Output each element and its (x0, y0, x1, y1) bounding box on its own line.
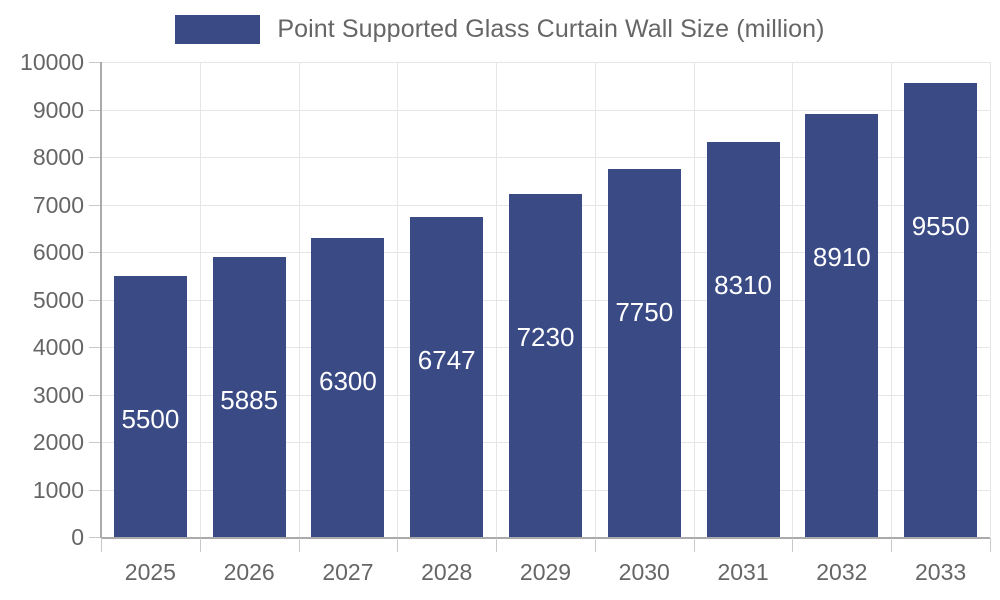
bar[interactable] (706, 142, 780, 537)
x-tick-label: 2032 (816, 559, 868, 585)
gridline-vertical (397, 62, 398, 537)
y-tick-label: 6000 (32, 239, 84, 265)
y-tick-mark (89, 157, 101, 158)
gridline-horizontal (101, 109, 990, 111)
y-tick-label: 8000 (32, 144, 84, 170)
x-tick-label: 2031 (717, 559, 769, 585)
x-tick-label: 2026 (223, 559, 275, 585)
y-tick-label: 2000 (32, 429, 84, 455)
y-tick-mark (89, 62, 101, 63)
gridline-vertical (694, 62, 695, 537)
y-tick-mark (89, 394, 101, 396)
y-tick-label: 5000 (32, 286, 84, 313)
y-tick-label: 7000 (32, 191, 84, 218)
y-tick-label: 4000 (32, 334, 84, 360)
bar[interactable] (904, 83, 978, 537)
gridline-vertical (299, 62, 300, 537)
gridline-vertical (792, 62, 793, 537)
y-tick-mark (89, 489, 101, 491)
chart-legend: Point Supported Glass Curtain Wall Size … (0, 0, 1000, 58)
x-tick-label: 2028 (421, 559, 473, 585)
x-tick-mark (299, 538, 300, 552)
y-tick-mark (89, 299, 101, 301)
x-tick-label: 2027 (322, 559, 374, 585)
y-tick-label: 0 (71, 524, 84, 550)
x-tick-label: 2030 (618, 559, 670, 585)
x-tick-label: 2029 (519, 559, 572, 585)
x-tick-mark (792, 538, 793, 552)
x-tick-label: 2025 (124, 559, 176, 585)
y-tick-mark (89, 537, 101, 538)
y-tick-label: 3000 (32, 381, 84, 408)
y-tick-label: 10000 (20, 49, 84, 75)
legend-color-swatch[interactable] (175, 14, 261, 44)
bar[interactable] (805, 113, 879, 537)
y-tick-mark (89, 109, 101, 111)
x-tick-mark (397, 538, 398, 552)
x-tick-mark (694, 538, 695, 552)
y-tick-label: 9000 (32, 96, 84, 123)
x-tick-mark (496, 538, 497, 552)
gridline-vertical (990, 62, 991, 537)
x-tick-mark (200, 538, 201, 552)
plot-area: 5500 5885 6300 6747 7230 7750 8310 8910 9550 (101, 62, 991, 538)
bar[interactable] (212, 257, 286, 537)
y-axis-line (100, 62, 102, 538)
x-tick-mark (595, 538, 596, 552)
gridline-horizontal (101, 157, 990, 158)
bar[interactable] (311, 237, 385, 537)
bar[interactable] (410, 216, 484, 537)
x-tick-label: 2033 (915, 559, 967, 585)
y-tick-mark (89, 347, 101, 348)
bar[interactable] (113, 275, 187, 537)
x-tick-mark (101, 538, 102, 552)
bar[interactable] (509, 193, 582, 537)
y-tick-mark (89, 204, 101, 206)
y-tick-mark (89, 442, 101, 443)
x-axis-line (101, 537, 990, 539)
gridline-vertical (595, 62, 596, 537)
bar[interactable] (607, 168, 681, 537)
y-tick-mark (89, 252, 101, 253)
gridline-vertical (200, 62, 201, 537)
gridline-vertical (496, 62, 497, 537)
x-tick-mark (891, 538, 892, 552)
legend-label[interactable]: Point Supported Glass Curtain Wall Size … (277, 14, 825, 43)
gridline-vertical (891, 62, 892, 537)
y-tick-label: 1000 (32, 476, 84, 503)
gridline-horizontal (101, 62, 990, 63)
x-tick-mark (990, 538, 991, 552)
